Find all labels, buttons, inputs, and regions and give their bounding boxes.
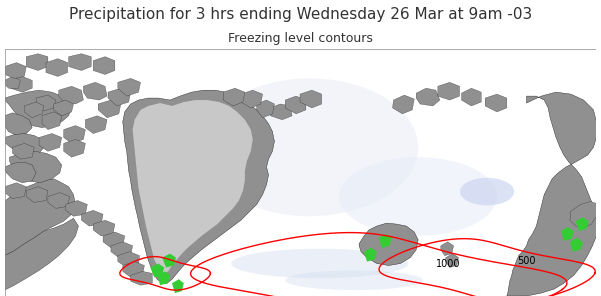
Polygon shape [59, 86, 84, 104]
Polygon shape [438, 82, 460, 100]
Polygon shape [13, 143, 34, 159]
Polygon shape [93, 57, 115, 74]
Text: 1000: 1000 [436, 258, 460, 268]
Polygon shape [36, 95, 56, 111]
Polygon shape [66, 200, 87, 216]
Polygon shape [5, 218, 79, 296]
Polygon shape [69, 54, 91, 70]
Polygon shape [150, 263, 164, 277]
Polygon shape [26, 54, 48, 70]
Polygon shape [108, 88, 130, 106]
Polygon shape [64, 139, 85, 157]
Polygon shape [5, 63, 26, 78]
Polygon shape [123, 262, 144, 277]
Polygon shape [5, 133, 44, 155]
Polygon shape [103, 232, 125, 248]
Polygon shape [118, 252, 139, 268]
Polygon shape [392, 95, 414, 114]
Polygon shape [10, 151, 62, 183]
Polygon shape [257, 100, 275, 118]
Polygon shape [5, 179, 76, 256]
Polygon shape [46, 59, 68, 76]
Polygon shape [118, 78, 141, 96]
Polygon shape [576, 217, 588, 231]
Polygon shape [84, 82, 107, 100]
Polygon shape [81, 210, 103, 226]
Polygon shape [446, 254, 459, 268]
Polygon shape [54, 100, 73, 116]
Polygon shape [359, 223, 418, 266]
Polygon shape [85, 116, 107, 133]
Polygon shape [379, 234, 392, 248]
Polygon shape [441, 242, 454, 256]
Polygon shape [5, 90, 72, 128]
Polygon shape [5, 76, 20, 88]
Polygon shape [270, 104, 292, 120]
Polygon shape [416, 88, 440, 106]
Polygon shape [223, 88, 245, 106]
Polygon shape [26, 187, 48, 202]
Polygon shape [5, 162, 36, 183]
Polygon shape [24, 102, 44, 118]
Polygon shape [5, 113, 32, 136]
Polygon shape [123, 90, 275, 283]
Polygon shape [130, 271, 152, 285]
Polygon shape [133, 100, 253, 273]
Polygon shape [364, 248, 377, 262]
Polygon shape [162, 254, 176, 268]
Polygon shape [241, 90, 263, 108]
Ellipse shape [201, 78, 418, 216]
Polygon shape [39, 133, 62, 151]
Polygon shape [507, 92, 596, 296]
Text: Freezing level contours: Freezing level contours [228, 32, 373, 45]
Polygon shape [172, 279, 184, 293]
Text: Precipitation for 3 hrs ending Wednesday 26 Mar at 9am -03: Precipitation for 3 hrs ending Wednesday… [69, 7, 532, 22]
Polygon shape [485, 94, 507, 112]
Polygon shape [98, 100, 121, 118]
Polygon shape [462, 88, 481, 106]
Polygon shape [10, 76, 32, 92]
Text: 500: 500 [517, 255, 535, 266]
Polygon shape [561, 227, 574, 241]
Ellipse shape [285, 271, 423, 290]
Polygon shape [570, 202, 596, 228]
Polygon shape [64, 126, 85, 143]
Polygon shape [93, 220, 115, 236]
Polygon shape [300, 90, 322, 108]
Polygon shape [48, 193, 70, 208]
Polygon shape [42, 112, 62, 130]
Polygon shape [570, 238, 582, 252]
Ellipse shape [460, 178, 514, 205]
Polygon shape [157, 271, 170, 285]
Ellipse shape [340, 157, 497, 236]
Ellipse shape [231, 249, 408, 278]
Polygon shape [5, 183, 26, 199]
Polygon shape [111, 242, 133, 258]
Polygon shape [285, 96, 306, 114]
